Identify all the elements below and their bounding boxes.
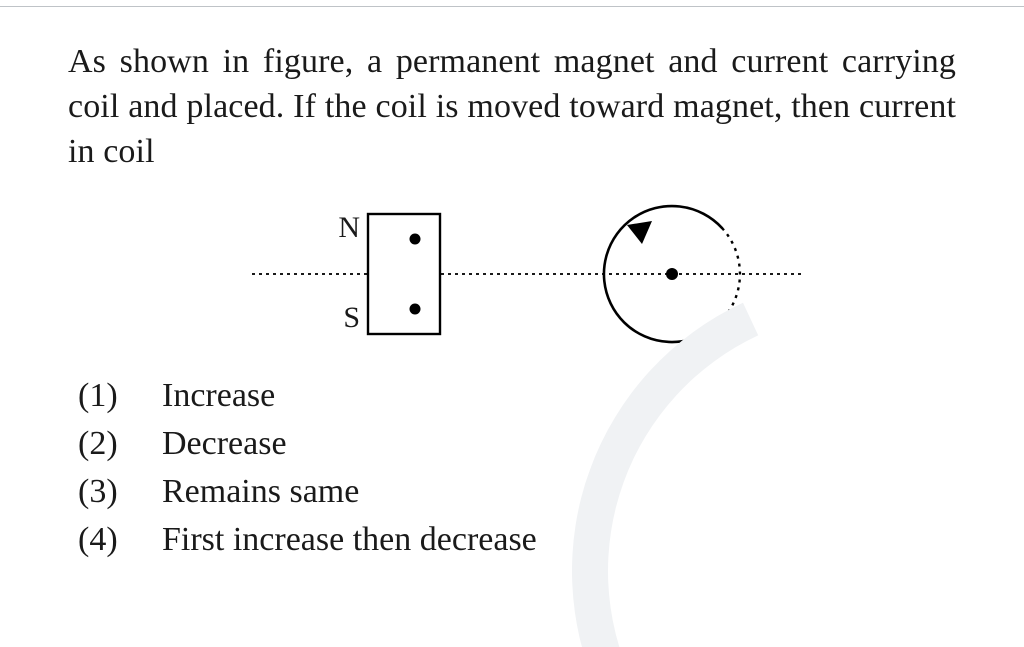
magnet-body — [368, 214, 440, 334]
magnet-south-dot — [410, 303, 421, 314]
options-list: (1) Increase (2) Decrease (3) Remains sa… — [78, 377, 956, 559]
coil-direction-arrow — [627, 221, 652, 244]
option-3[interactable]: (3) Remains same — [78, 473, 956, 511]
option-3-label: Remains same — [162, 473, 359, 511]
magnet-south-label: S — [343, 301, 360, 334]
question-text: As shown in figure, a permanent magnet a… — [68, 40, 956, 175]
coil-back-half — [692, 228, 740, 339]
option-4[interactable]: (4) First increase then decrease — [78, 521, 956, 559]
option-1-label: Increase — [162, 377, 275, 415]
magnet-north-label: N — [338, 211, 360, 244]
option-1[interactable]: (1) Increase — [78, 377, 956, 415]
page: As shown in figure, a permanent magnet a… — [0, 0, 1024, 647]
option-4-label: First increase then decrease — [162, 521, 537, 559]
option-2-label: Decrease — [162, 425, 287, 463]
option-1-num: (1) — [78, 377, 162, 415]
option-4-num: (4) — [78, 521, 162, 559]
option-2-num: (2) — [78, 425, 162, 463]
coil-center-dot — [666, 268, 678, 280]
option-2[interactable]: (2) Decrease — [78, 425, 956, 463]
physics-diagram: N S — [192, 179, 832, 369]
option-3-num: (3) — [78, 473, 162, 511]
magnet-north-dot — [410, 233, 421, 244]
figure-container: N S — [68, 179, 956, 369]
top-divider — [0, 6, 1024, 7]
coil-front-half — [604, 206, 722, 342]
